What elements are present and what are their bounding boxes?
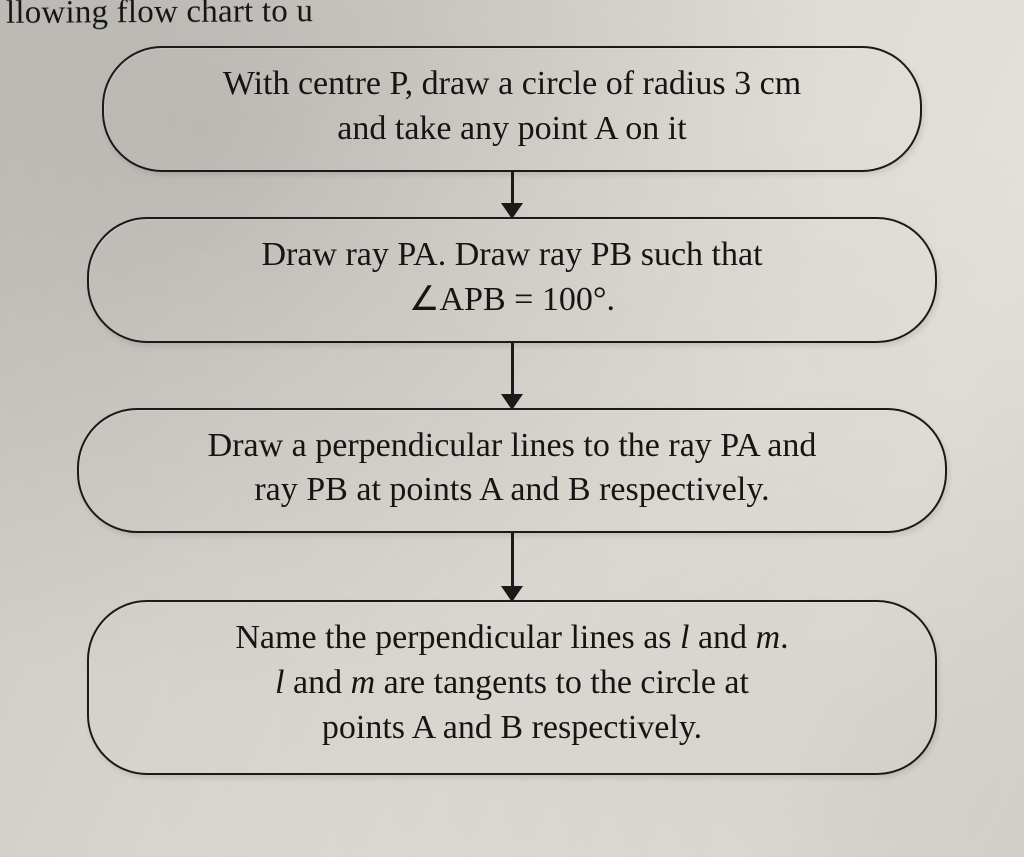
arrow-shaft <box>511 531 514 587</box>
flowchart: With centre P, draw a circle of radius 3… <box>0 46 1024 775</box>
step4-l1a: Name the perpendicular lines as <box>235 619 680 656</box>
step2-line1: Draw ray PA. Draw ray PB such that <box>149 233 875 278</box>
page: llowing flow chart to u With centre P, d… <box>0 0 1024 857</box>
step4-l2a: and <box>284 664 350 701</box>
flow-step-1: With centre P, draw a circle of radius 3… <box>102 46 922 172</box>
step3-line2: ray PB at points A and B respectively. <box>127 468 897 513</box>
step4-var-m2: m <box>351 664 376 701</box>
step4-line1: Name the perpendicular lines as l and m. <box>137 616 887 661</box>
arrow-shaft <box>511 170 514 204</box>
step3-line1: Draw a perpendicular lines to the ray PA… <box>127 424 897 469</box>
step2-line2: ∠APB = 100°. <box>149 278 875 323</box>
cropped-header-text: llowing flow chart to u <box>6 0 313 32</box>
step4-line3: points A and B respectively. <box>137 706 887 751</box>
step4-l2b: are tangents to the circle at <box>375 664 749 701</box>
step4-var-m: m <box>756 619 781 656</box>
step2-degree: °. <box>593 281 615 318</box>
step4-line2: l and m are tangents to the circle at <box>137 661 887 706</box>
step2-angle-text: ∠APB = 100 <box>409 281 593 318</box>
step4-l1b: and <box>689 619 755 656</box>
step4-l1c: . <box>780 619 789 656</box>
arrow-shaft <box>511 341 514 395</box>
flow-arrow-3 <box>501 531 523 602</box>
flow-step-2: Draw ray PA. Draw ray PB such that ∠APB … <box>87 217 937 343</box>
step1-line1: With centre P, draw a circle of radius 3… <box>152 62 872 107</box>
flow-arrow-2 <box>501 341 523 410</box>
flow-step-3: Draw a perpendicular lines to the ray PA… <box>77 408 947 534</box>
flow-step-4: Name the perpendicular lines as l and m.… <box>87 600 937 775</box>
flow-arrow-1 <box>501 170 523 219</box>
step1-line2: and take any point A on it <box>152 107 872 152</box>
